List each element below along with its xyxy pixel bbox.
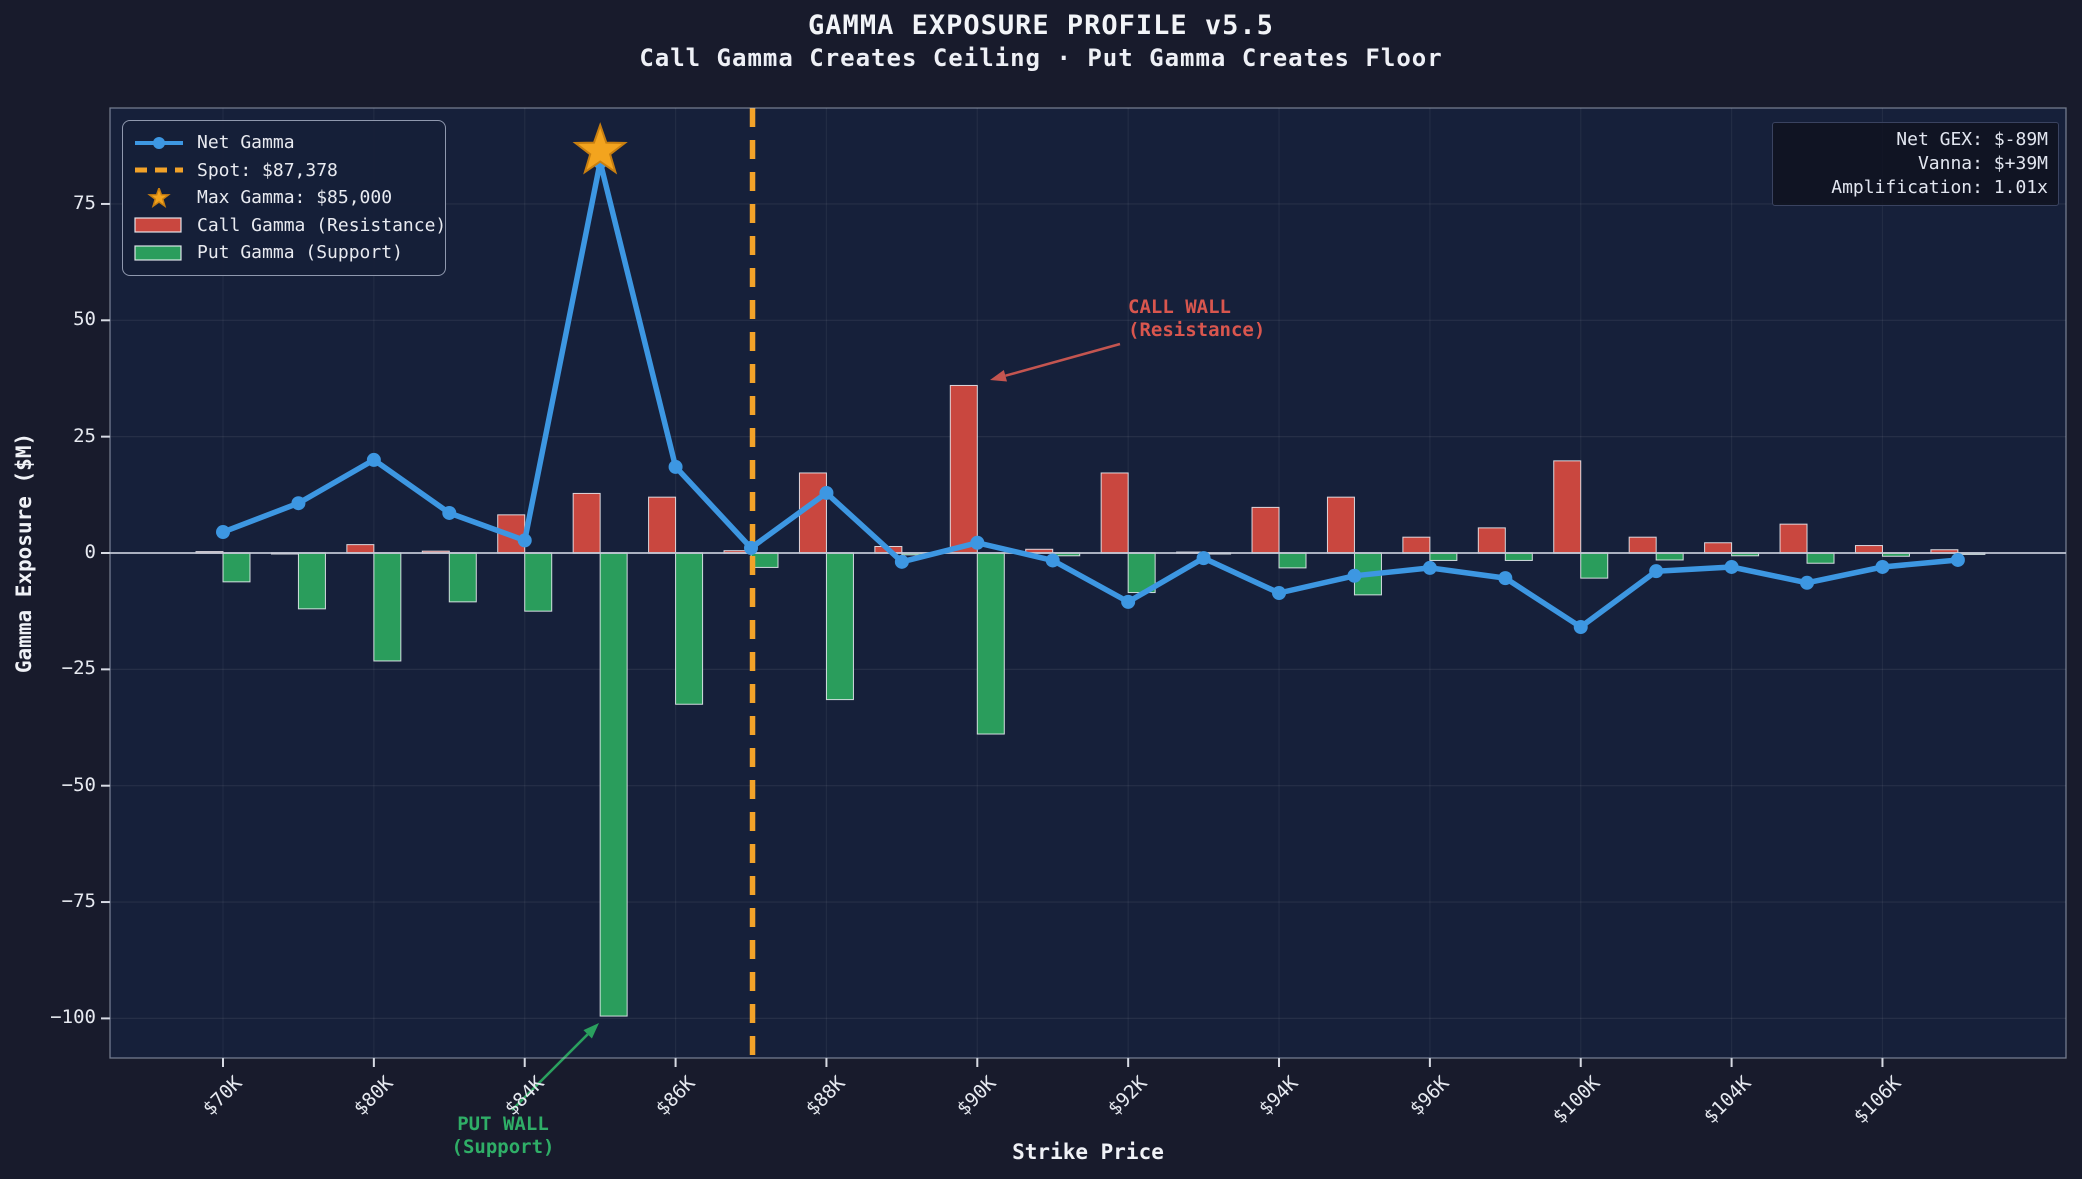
y-tick-label: −100 <box>50 1006 96 1029</box>
put-gamma-bar <box>1580 552 1609 579</box>
spot-dashed-line-icon <box>135 167 183 173</box>
put-gamma-bar <box>976 552 1005 735</box>
put-gamma-bar <box>297 552 326 610</box>
call-gamma-bar <box>1477 527 1506 554</box>
y-tick-label: −50 <box>61 773 96 796</box>
gex-summary-box: Net GEX: $-89M Vanna: $+39M Amplificatio… <box>1772 122 2059 206</box>
legend-item-max-gamma: Max Gamma: $85,000 <box>133 184 433 212</box>
net-gamma-point <box>1196 551 1211 566</box>
put-wall-arrow-head <box>583 1023 599 1039</box>
legend-item-put-gamma: Put Gamma (Support) <box>133 239 433 267</box>
put-gamma-bar <box>448 552 477 603</box>
y-tick-label: 75 <box>73 191 96 214</box>
net-gamma-point <box>1121 594 1136 609</box>
call-gamma-bar <box>572 492 601 554</box>
net-gamma-point <box>517 533 532 548</box>
put-gamma-bar <box>1655 552 1684 561</box>
call-gamma-bar <box>346 544 375 554</box>
call-wall-annotation-line2: (Resistance) <box>1128 319 1266 341</box>
x-axis-label: Strike Price <box>1012 1140 1164 1164</box>
put-gamma-bar <box>599 552 628 1017</box>
legend-label: Max Gamma: $85,000 <box>197 187 393 209</box>
net-gamma-point <box>291 496 306 511</box>
put-gamma-bar <box>825 552 854 701</box>
call-gamma-bar <box>949 384 978 554</box>
net-gamma-point <box>442 505 457 520</box>
y-tick-label: −75 <box>61 890 96 913</box>
y-tick-label: 0 <box>84 541 96 563</box>
put-wall-annotation: PUT WALL (Support) <box>452 1113 555 1159</box>
y-tick-label: 25 <box>73 424 96 447</box>
net-gamma-point <box>1347 568 1362 583</box>
put-gamma-bar <box>1278 552 1307 569</box>
net-gamma-point <box>1498 571 1513 586</box>
net-gamma-line-icon <box>135 136 183 149</box>
net-gamma-point <box>744 540 759 555</box>
put-gamma-bar <box>1806 552 1835 564</box>
net-gex-value: Net GEX: $-89M <box>1896 129 2048 150</box>
legend-item-call-gamma: Call Gamma (Resistance) <box>133 212 446 240</box>
net-gamma-point <box>1573 619 1588 634</box>
y-tick-label: 50 <box>73 308 96 331</box>
put-wall-arrow <box>511 1033 589 1111</box>
put-wall-annotation-line1: PUT WALL <box>457 1113 549 1135</box>
amplification-value: Amplification: 1.01x <box>1831 177 2048 198</box>
net-gamma-point <box>1950 552 1965 567</box>
put-gamma-bar <box>1504 552 1533 561</box>
net-gamma-point <box>1800 575 1815 590</box>
net-gamma-point <box>970 535 985 550</box>
call-gamma-bar <box>648 496 677 554</box>
plot-border <box>109 107 2067 1059</box>
call-gamma-bar <box>1628 536 1657 554</box>
call-gamma-bar <box>1854 545 1883 554</box>
chart-subtitle: Call Gamma Creates Ceiling · Put Gamma C… <box>639 44 1443 72</box>
chart-title: GAMMA EXPOSURE PROFILE v5.5 <box>808 10 1274 41</box>
net-gamma-point <box>1045 553 1060 568</box>
y-tick-label: −25 <box>61 657 96 680</box>
net-gamma-point <box>216 525 230 540</box>
net-gamma-point <box>819 485 834 500</box>
net-gamma-point <box>668 459 683 474</box>
put-gamma-bar <box>373 552 402 662</box>
vanna-value: Vanna: $+39M <box>1917 153 2048 174</box>
call-gamma-bar <box>1402 536 1431 554</box>
put-gamma-bar <box>675 552 704 705</box>
legend-label: Call Gamma (Resistance) <box>197 214 447 236</box>
put-gamma-bar <box>222 552 251 583</box>
call-gamma-bar <box>1704 542 1733 554</box>
legend-label: Spot: $87,378 <box>197 159 338 181</box>
put-wall-annotation-line2: (Support) <box>451 1136 555 1158</box>
call-gamma-bar <box>798 472 827 554</box>
net-gamma-point <box>1724 559 1739 574</box>
call-gamma-swatch-icon <box>134 217 182 233</box>
put-gamma-bar <box>1429 552 1458 561</box>
call-wall-annotation-line1: CALL WALL <box>1128 296 1231 318</box>
legend-label: Net Gamma <box>197 132 295 154</box>
net-gamma-line <box>220 159 1961 630</box>
call-wall-arrow <box>1005 342 1121 377</box>
call-wall-arrow-head <box>990 369 1008 382</box>
put-gamma-bar <box>524 552 553 612</box>
net-gamma-point <box>366 452 381 467</box>
net-gamma-point <box>1649 564 1664 579</box>
net-gamma-point <box>1272 586 1287 601</box>
legend-label: Put Gamma (Support) <box>197 242 403 264</box>
net-gamma-point <box>1875 559 1890 574</box>
call-gamma-bar <box>1100 472 1129 554</box>
call-wall-annotation: CALL WALL (Resistance) <box>1128 296 1265 342</box>
net-gamma-point <box>1422 560 1437 575</box>
call-gamma-bar <box>1326 496 1355 554</box>
max-gamma-star-icon <box>147 187 171 208</box>
net-gamma-point <box>894 554 909 569</box>
legend-item-net-gamma: Net Gamma <box>133 129 433 157</box>
call-gamma-bar <box>1779 523 1808 554</box>
call-gamma-bar <box>1553 460 1582 554</box>
call-gamma-bar <box>1251 506 1280 554</box>
max-gamma-star <box>572 122 628 175</box>
legend-item-spot: Spot: $87,378 <box>133 157 433 185</box>
put-gamma-swatch-icon <box>134 245 182 261</box>
legend: Net Gamma Spot: $87,378 Max Gamma: $85,0… <box>122 120 446 276</box>
